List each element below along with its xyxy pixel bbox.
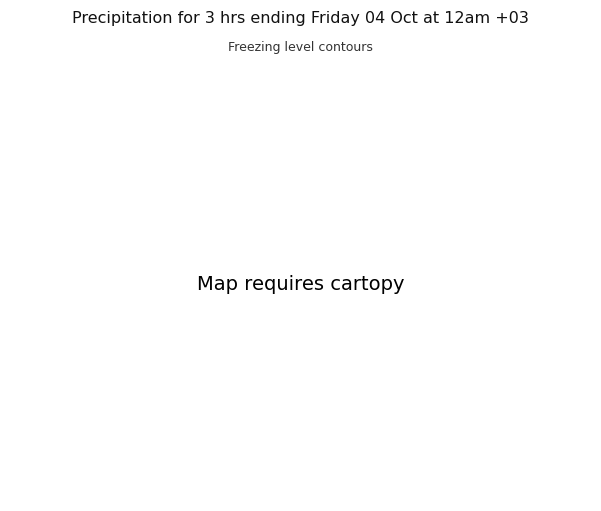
Text: Precipitation for 3 hrs ending Friday 04 Oct at 12am +03: Precipitation for 3 hrs ending Friday 04… (72, 11, 529, 26)
Text: Map requires cartopy: Map requires cartopy (197, 275, 404, 294)
Text: Freezing level contours: Freezing level contours (228, 40, 373, 54)
